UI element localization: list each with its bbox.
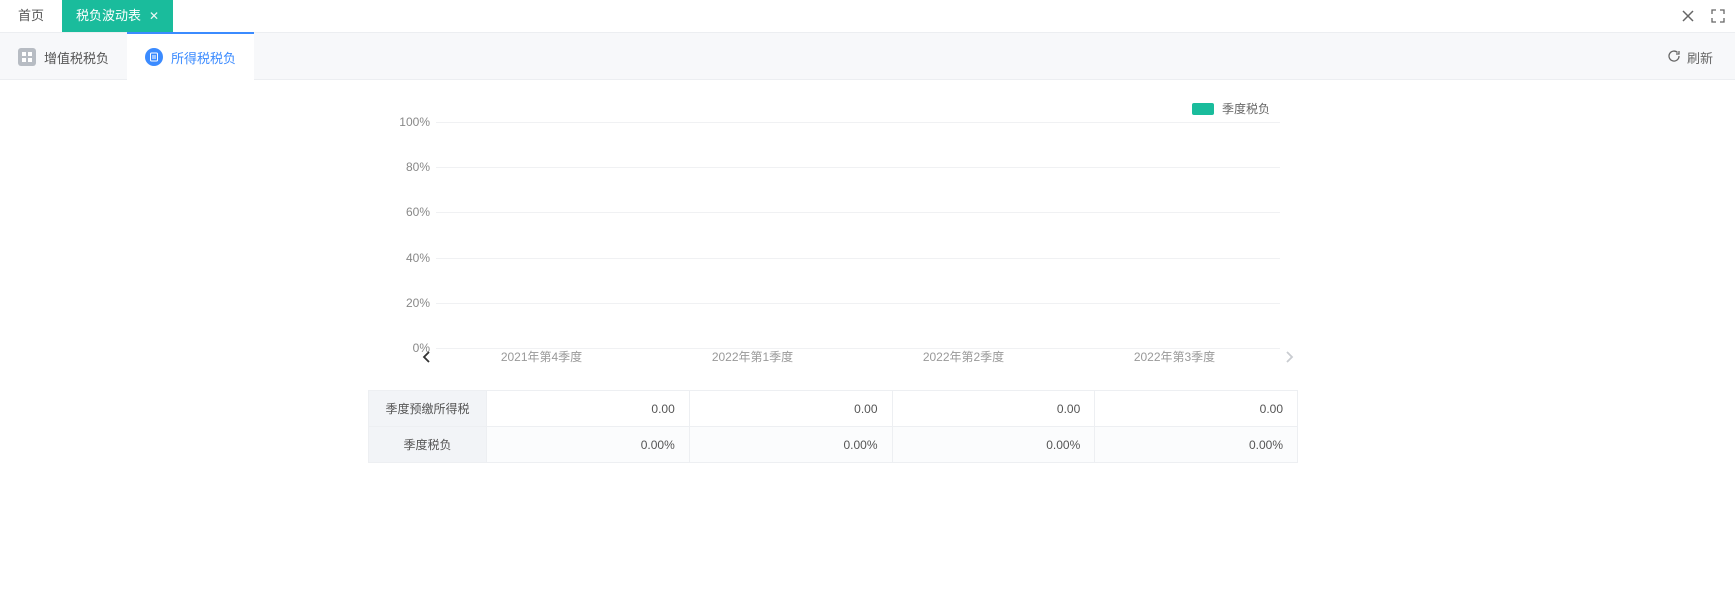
sub-tab-bar: 增值税税负 所得税税负 刷新 — [0, 32, 1735, 80]
refresh-icon — [1667, 49, 1681, 66]
tab-label: 税负波动表 — [76, 0, 141, 32]
y-tick-label: 60% — [370, 205, 430, 219]
fullscreen-icon[interactable] — [1709, 7, 1727, 25]
grid-icon — [18, 48, 36, 66]
y-tick-label: 100% — [370, 115, 430, 129]
legend-swatch — [1192, 103, 1214, 115]
table-cell: 0.00 — [487, 391, 690, 427]
tab-home[interactable]: 首页 — [0, 0, 62, 32]
y-tick-label: 80% — [370, 160, 430, 174]
chart-grid — [436, 122, 1280, 348]
table-cell: 0.00% — [1095, 427, 1298, 463]
row-header: 季度税负 — [369, 427, 487, 463]
table-cell: 0.00% — [892, 427, 1095, 463]
legend-label: 季度税负 — [1222, 100, 1270, 117]
y-tick-label: 40% — [370, 251, 430, 265]
table-cell: 0.00 — [689, 391, 892, 427]
chart-area: 100%80%60%40%20%0% 2021年第4季度2022年第1季度202… — [380, 122, 1280, 372]
table-cell: 0.00 — [1095, 391, 1298, 427]
y-tick-label: 20% — [370, 296, 430, 310]
y-axis: 100%80%60%40%20%0% — [370, 122, 430, 372]
sub-tab-label: 所得税税负 — [171, 48, 236, 67]
grid-line — [436, 122, 1280, 123]
document-icon — [145, 48, 163, 66]
chart-legend[interactable]: 季度税负 — [1192, 100, 1270, 117]
sub-tab-vat[interactable]: 增值税税负 — [0, 32, 127, 80]
main-content: 季度税负 100%80%60%40%20%0% 2021年第4季度2022年第1… — [0, 80, 1735, 503]
sub-tab-income-tax[interactable]: 所得税税负 — [127, 32, 254, 80]
grid-line — [436, 212, 1280, 213]
table-cell: 0.00% — [487, 427, 690, 463]
grid-line — [436, 303, 1280, 304]
tax-table: 季度预缴所得税0.000.000.000.00季度税负0.00%0.00%0.0… — [368, 390, 1298, 463]
top-tab-bar: 首页 税负波动表 ✕ — [0, 0, 1735, 32]
row-header: 季度预缴所得税 — [369, 391, 487, 427]
close-icon[interactable]: ✕ — [149, 0, 159, 32]
table-row: 季度税负0.00%0.00%0.00%0.00% — [369, 427, 1298, 463]
chevron-left-icon[interactable] — [418, 348, 436, 366]
refresh-label: 刷新 — [1687, 48, 1713, 67]
grid-line — [436, 167, 1280, 168]
table-cell: 0.00% — [689, 427, 892, 463]
top-right-controls — [1679, 0, 1727, 32]
chart-scroll — [418, 348, 1298, 372]
sub-tab-label: 增值税税负 — [44, 48, 109, 67]
refresh-button[interactable]: 刷新 — [1667, 33, 1713, 81]
grid-line — [436, 258, 1280, 259]
tax-chart: 季度税负 100%80%60%40%20%0% 2021年第4季度2022年第1… — [380, 100, 1280, 372]
chevron-right-icon[interactable] — [1280, 348, 1298, 366]
table-cell: 0.00 — [892, 391, 1095, 427]
close-icon[interactable] — [1679, 7, 1697, 25]
table-row: 季度预缴所得税0.000.000.000.00 — [369, 391, 1298, 427]
tab-tax-fluctuation[interactable]: 税负波动表 ✕ — [62, 0, 173, 32]
